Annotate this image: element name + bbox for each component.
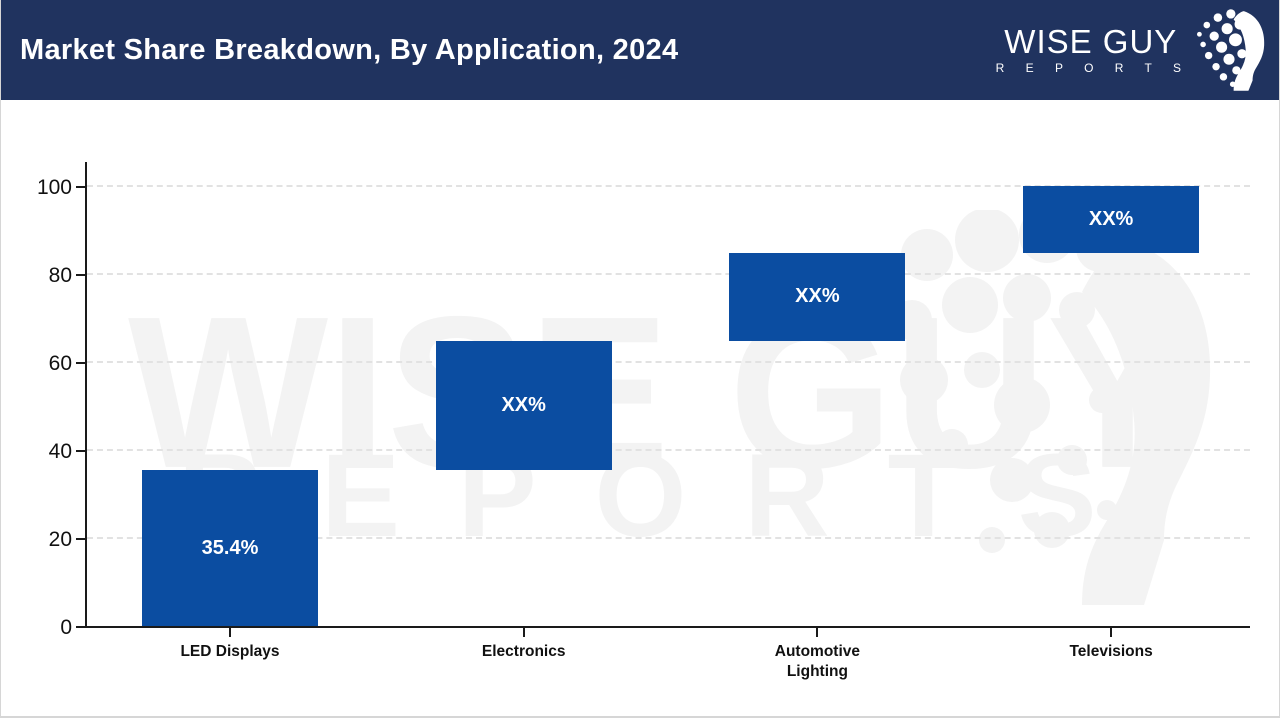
- y-tick-20: [76, 538, 85, 540]
- wise-guy-reports-logo: WISE GUY R E P O R T S: [992, 6, 1266, 94]
- page-title: Market Share Breakdown, By Application, …: [20, 33, 679, 66]
- bar-electronics: XX%: [435, 340, 612, 471]
- bar-led-displays: 35.4%: [142, 470, 318, 626]
- x-axis-line: [85, 626, 1250, 628]
- x-tick-1: [229, 628, 231, 637]
- y-tick-label-100: 100: [36, 176, 72, 199]
- market-share-chart: 0 20 40 60 80 100 35.4% XX% XX% XX% LED Displays El…: [0, 100, 1280, 716]
- bar-value-label: XX%: [501, 394, 546, 417]
- bar-value-label: 35.4%: [201, 536, 259, 559]
- x-category-label-1: LED Displays: [180, 643, 280, 660]
- bar-automotive-lighting: XX%: [729, 252, 906, 341]
- y-tick-label-80: 80: [48, 264, 72, 287]
- gridline-y20: [87, 537, 1250, 539]
- y-tick-100: [76, 186, 85, 188]
- x-tick-2: [522, 628, 525, 637]
- logo-reports: R E P O R T S: [995, 61, 1190, 76]
- y-tick-label-40: 40: [48, 440, 72, 463]
- y-tick-80: [76, 274, 85, 276]
- gridline-y60: [87, 361, 1250, 363]
- gridline-y40: [87, 449, 1250, 451]
- x-category-label-4: Televisions: [1069, 643, 1153, 660]
- x-tick-3: [816, 628, 819, 637]
- y-tick-label-60: 60: [48, 352, 72, 375]
- header-banner: Market Share Breakdown, By Application, …: [0, 0, 1280, 100]
- y-tick-40: [76, 450, 85, 452]
- x-tick-4: [1110, 628, 1113, 637]
- gridline-y100: [87, 185, 1250, 187]
- gridline-y80: [87, 273, 1250, 275]
- logo-wise-guy: WISE GUY: [1004, 22, 1178, 60]
- logo-text: WISE GUY R E P O R T S: [992, 22, 1190, 76]
- y-tick-label-0: 0: [60, 616, 72, 639]
- x-category-label-2: Electronics: [481, 643, 566, 660]
- x-category-label-3: Automotive Lighting: [774, 643, 861, 681]
- y-tick-0: [76, 626, 85, 628]
- bar-value-label: XX%: [795, 285, 840, 308]
- y-tick-label-20: 20: [48, 528, 72, 551]
- bar-televisions: XX%: [1023, 186, 1200, 253]
- dotted-head-profile-icon: [1196, 9, 1265, 91]
- bar-value-label: XX%: [1088, 207, 1134, 230]
- y-axis-line: [85, 162, 87, 628]
- y-tick-60: [76, 362, 85, 364]
